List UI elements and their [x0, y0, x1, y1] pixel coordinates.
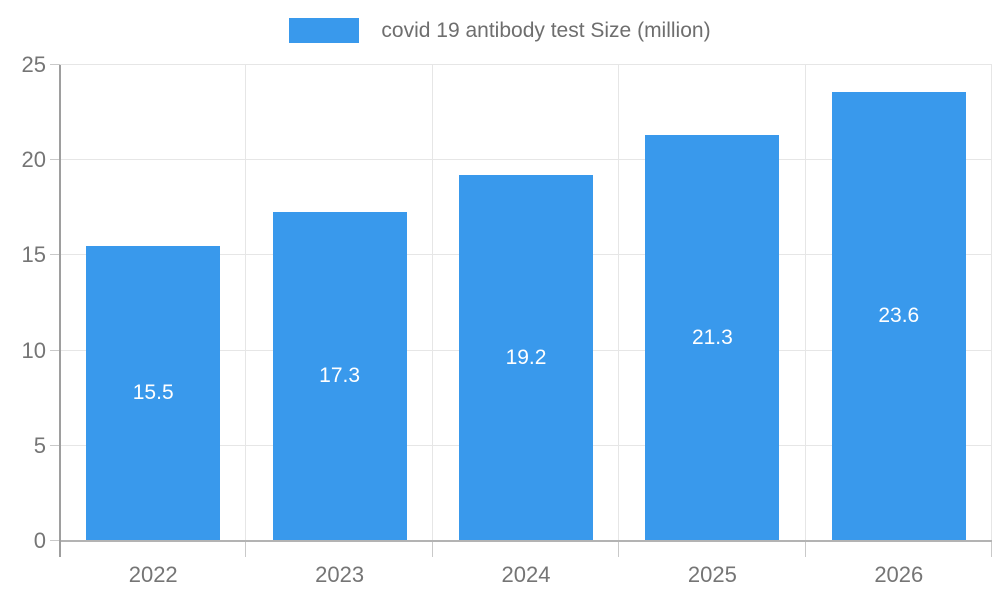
- legend-swatch: [289, 18, 360, 43]
- gridline-y-20: [60, 159, 992, 161]
- bar-value-label-2023: 17.3: [319, 364, 361, 388]
- bar-value-label-2022: 15.5: [132, 381, 174, 405]
- x-axis-label-2023: 2023: [315, 562, 365, 587]
- bar-value-label-2024: 19.2: [505, 346, 547, 370]
- y-axis-label-25: 25: [21, 52, 46, 77]
- x-tick-4: [804, 541, 806, 557]
- gridline-x-3: [618, 65, 620, 541]
- x-axis-line: [60, 540, 992, 542]
- y-tick-15: [50, 254, 60, 256]
- y-tick-5: [50, 444, 60, 446]
- gridline-x-1: [245, 65, 247, 541]
- y-axis-label-15: 15: [21, 242, 46, 268]
- bar-2026[interactable]: 23.6: [831, 91, 966, 541]
- bar-value-label-2025: 21.3: [691, 326, 733, 350]
- y-tick-10: [50, 349, 60, 351]
- y-axis-line: [59, 65, 61, 557]
- x-axis-label-2022: 2022: [128, 562, 178, 587]
- y-tick-20: [50, 159, 60, 161]
- legend-label: covid 19 antibody test Size (million): [381, 18, 711, 42]
- x-tick-1: [245, 541, 247, 557]
- x-tick-5: [991, 541, 992, 557]
- y-tick-0: [50, 540, 60, 541]
- legend[interactable]: covid 19 antibody test Size (million): [0, 18, 1000, 43]
- bar-value-label-2026: 23.6: [878, 304, 920, 328]
- y-axis-label-10: 10: [21, 337, 46, 363]
- y-axis-label-0: 0: [33, 528, 46, 553]
- gridline-x-5: [991, 65, 992, 541]
- x-axis-label-2024: 2024: [501, 562, 551, 587]
- gridline-y-25: [60, 64, 992, 65]
- y-tick-25: [50, 64, 60, 65]
- x-axis-label-2025: 2025: [687, 562, 737, 587]
- bar-2022[interactable]: 15.5: [86, 245, 221, 541]
- y-axis-label-20: 20: [21, 147, 46, 173]
- x-tick-3: [618, 541, 620, 557]
- plot-area: 0 5 10 15 20 25 15.5 17.3 19.2 21.3 23.6 2022 2023 20…: [22, 52, 992, 587]
- gridline-x-2: [431, 65, 433, 541]
- x-axis-label-2026: 2026: [874, 562, 924, 587]
- bar-2023[interactable]: 17.3: [272, 211, 407, 541]
- y-axis-label-5: 5: [33, 432, 46, 458]
- x-tick-2: [431, 541, 433, 557]
- bar-2025[interactable]: 21.3: [645, 135, 780, 541]
- gridline-x-4: [804, 65, 806, 541]
- bar-2024[interactable]: 19.2: [459, 175, 593, 541]
